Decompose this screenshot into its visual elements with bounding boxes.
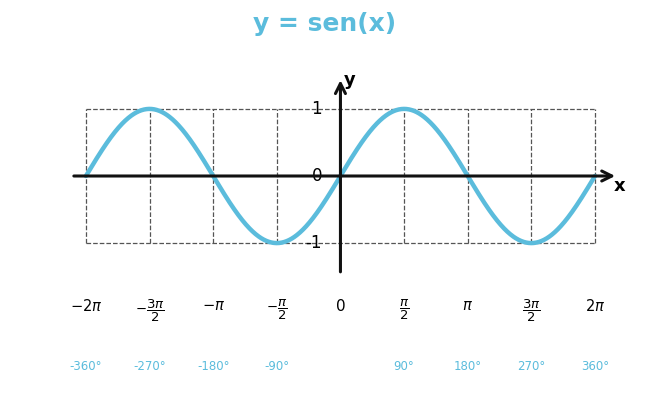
Text: y: y — [343, 71, 356, 89]
Text: 90°: 90° — [394, 360, 415, 373]
Text: -1: -1 — [306, 234, 322, 252]
Text: $2\pi$: $2\pi$ — [585, 298, 605, 314]
Text: $-\dfrac{3\pi}{2}$: $-\dfrac{3\pi}{2}$ — [135, 298, 164, 324]
Text: $\dfrac{\pi}{2}$: $\dfrac{\pi}{2}$ — [399, 298, 410, 322]
Text: $-\pi$: $-\pi$ — [202, 298, 225, 313]
Text: 0: 0 — [312, 167, 322, 185]
Text: $\dfrac{3\pi}{2}$: $\dfrac{3\pi}{2}$ — [522, 298, 541, 324]
Text: 360°: 360° — [581, 360, 609, 373]
Text: -360°: -360° — [70, 360, 102, 373]
Text: -90°: -90° — [265, 360, 289, 373]
Text: x: x — [614, 177, 626, 195]
Text: y = sen(x): y = sen(x) — [254, 12, 396, 36]
Text: -180°: -180° — [197, 360, 229, 373]
Text: -270°: -270° — [133, 360, 166, 373]
Text: $-\dfrac{\pi}{2}$: $-\dfrac{\pi}{2}$ — [266, 298, 287, 322]
Text: 1: 1 — [311, 100, 322, 118]
Text: $\pi$: $\pi$ — [462, 298, 473, 313]
Text: 270°: 270° — [517, 360, 545, 373]
Text: $0$: $0$ — [335, 298, 346, 314]
Text: 180°: 180° — [454, 360, 482, 373]
Text: $-2\pi$: $-2\pi$ — [70, 298, 102, 314]
